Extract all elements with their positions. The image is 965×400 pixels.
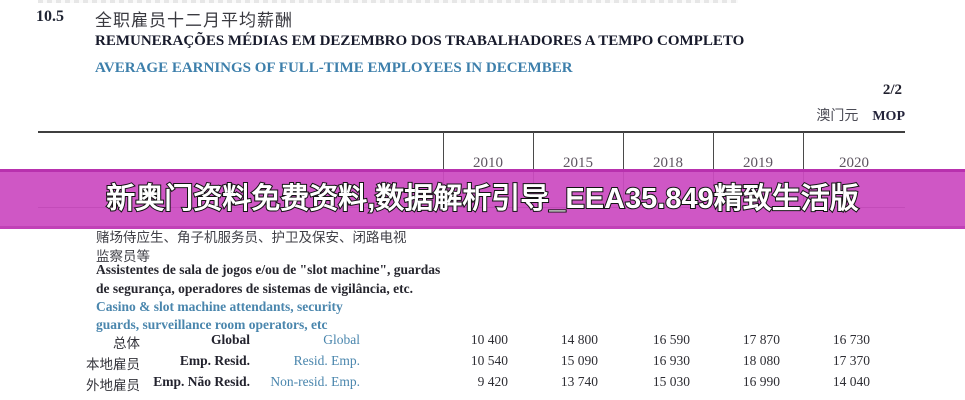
year-header-2019: 2019: [743, 155, 773, 171]
overlay-ad-banner[interactable]: 新奥门资料免费资料,数据解析引导_EEA35.849精致生活版: [0, 169, 965, 229]
value-resident-2015: 15 090: [560, 353, 598, 368]
row-global-label-en: Global: [323, 332, 360, 347]
value-nonresident-2010: 9 420: [477, 374, 508, 389]
year-header-2010: 2010: [473, 155, 503, 171]
value-resident-2019: 18 080: [742, 353, 780, 368]
value-global-2015: 14 800: [560, 332, 598, 347]
value-global-2018: 16 590: [652, 332, 690, 347]
row-nonresident-label-en: Non-resid. Emp.: [270, 374, 360, 389]
row-nonresident-label-zh: 外地雇员: [86, 378, 140, 393]
value-nonresident-2019: 16 990: [742, 374, 780, 389]
value-nonresident-2018: 15 030: [652, 374, 690, 389]
title-english: AVERAGE EARNINGS OF FULL-TIME EMPLOYEES …: [95, 60, 573, 76]
row-resident-label-pt: Emp. Resid.: [179, 353, 250, 368]
occupation-pt-line1: Assistentes de sala de jogos e/ou de "sl…: [96, 262, 441, 277]
value-resident-2018: 16 930: [652, 353, 690, 368]
page-number: 2/2: [882, 82, 902, 98]
occupation-en-line2: guards, surveillance room operators, etc: [96, 317, 328, 332]
value-global-2019: 17 870: [742, 332, 780, 347]
value-resident-2020: 17 370: [832, 353, 870, 368]
table-top-border: [38, 131, 905, 133]
row-nonresident-label-pt: Emp. Não Resid.: [153, 374, 250, 389]
row-resident-label-en: Resid. Emp.: [293, 353, 360, 368]
year-header-2020: 2020: [839, 155, 869, 171]
value-global-2010: 10 400: [470, 332, 508, 347]
occupation-en-line1: Casino & slot machine attendants, securi…: [96, 299, 343, 314]
title-portuguese: REMUNERAÇÕES MÉDIAS EM DEZEMBRO DOS TRAB…: [95, 33, 745, 49]
currency-unit-chinese: 澳门元: [816, 109, 859, 124]
value-nonresident-2020: 14 040: [832, 374, 870, 389]
occupation-zh-line1: 赌场侍应生、角子机服务员、护卫及保安、闭路电视: [96, 230, 407, 245]
currency-unit: 澳门元 MOP: [700, 105, 905, 125]
value-global-2020: 16 730: [832, 332, 870, 347]
clipped-previous-line: [38, 0, 738, 3]
occupation-zh-line2: 监察员等: [96, 249, 150, 264]
overlay-ad-banner-text: 新奥门资料免费资料,数据解析引导_EEA35.849精致生活版: [105, 182, 860, 215]
section-number: 10.5: [36, 8, 64, 25]
title-chinese: 全职雇员十二月平均薪酬: [95, 11, 293, 30]
row-resident-label-zh: 本地雇员: [86, 357, 140, 372]
row-global-label-zh: 总体: [113, 336, 140, 351]
value-resident-2010: 10 540: [470, 353, 508, 368]
row-global-label-pt: Global: [210, 332, 250, 347]
year-header-2018: 2018: [653, 155, 683, 171]
value-nonresident-2015: 13 740: [560, 374, 598, 389]
occupation-pt-line2: de segurança, operadores de sistemas de …: [96, 281, 413, 296]
year-header-2015: 2015: [563, 155, 593, 171]
currency-unit-code: MOP: [872, 109, 905, 124]
